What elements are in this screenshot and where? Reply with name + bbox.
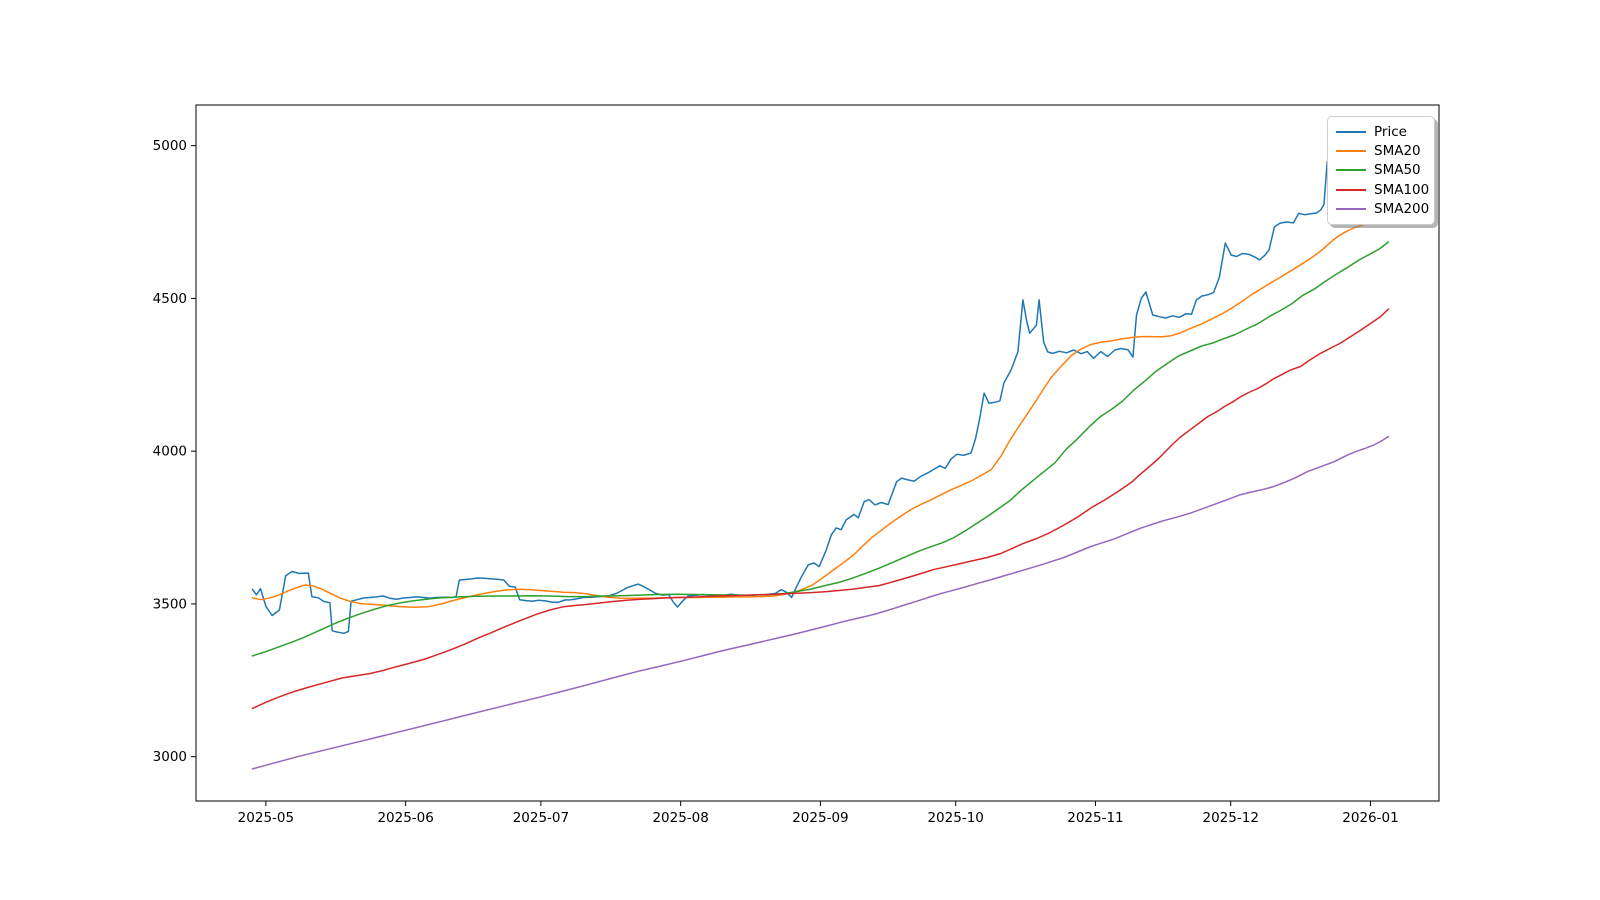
sma20-series-line	[251, 218, 1390, 609]
axis-ticks: 2025-05 2025-06 2025-07 2025-08 2025-09 2025-…	[153, 138, 1399, 826]
series-lines	[251, 147, 1390, 770]
plot-border	[195, 104, 1440, 802]
x-tick-label: 2026-01	[1342, 810, 1398, 826]
legend-entry-sma20: SMA20	[1336, 141, 1426, 160]
legend-label: Price	[1374, 123, 1407, 140]
legend-box: Price SMA20 SMA50 SMA100 SMA200	[1327, 116, 1435, 225]
y-tick-label: 4000	[153, 444, 187, 460]
y-tick-label: 3000	[153, 749, 187, 765]
sma100-series-line	[251, 308, 1390, 710]
sma50-series-line	[251, 241, 1390, 657]
price-series-line	[251, 147, 1390, 635]
y-tick-label: 5000	[153, 138, 187, 154]
legend-entry-price: Price	[1336, 122, 1426, 141]
x-tick-label: 2025-12	[1203, 810, 1259, 826]
sma200-line-sample	[1336, 208, 1366, 211]
y-tick-label: 4500	[153, 291, 187, 307]
legend-label: SMA20	[1374, 143, 1421, 160]
sma200-series-line	[251, 435, 1390, 770]
x-tick-label: 2025-10	[927, 810, 983, 826]
x-tick-label: 2025-05	[238, 810, 294, 826]
plot-frame	[195, 104, 1440, 802]
x-tick-label: 2025-06	[377, 810, 433, 826]
x-tick-label: 2025-08	[652, 810, 708, 826]
sma100-line-sample	[1336, 188, 1366, 191]
x-tick-label: 2025-11	[1067, 810, 1123, 826]
legend-label: SMA50	[1374, 162, 1421, 179]
legend-entry-sma200: SMA200	[1336, 200, 1430, 219]
sma50-line-sample	[1336, 169, 1366, 172]
legend-entry-sma100: SMA100	[1336, 180, 1430, 199]
price-line-sample	[1336, 130, 1366, 133]
sma20-line-sample	[1336, 150, 1366, 153]
x-tick-label: 2025-09	[792, 810, 848, 826]
y-tick-label: 3500	[153, 596, 187, 612]
legend-entry-sma50: SMA50	[1336, 161, 1426, 180]
legend-label: SMA200	[1374, 201, 1430, 218]
x-tick-label: 2025-07	[513, 810, 569, 826]
legend-label: SMA100	[1374, 181, 1430, 198]
